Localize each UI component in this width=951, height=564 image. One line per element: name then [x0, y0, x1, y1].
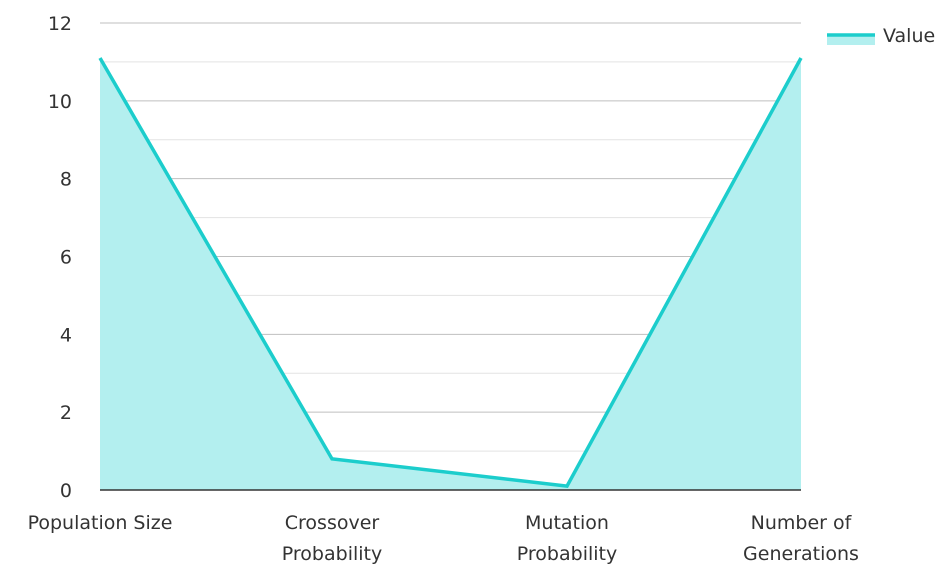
x-axis: Population Size Crossover ProbabilityMutat…	[28, 489, 859, 564]
x-tick-label-line: Population Size	[28, 512, 173, 534]
x-tick-label-line: Generations	[743, 543, 859, 564]
x-tick-label-line: Probability	[282, 543, 382, 564]
x-tick-label: Population Size	[28, 512, 173, 534]
x-tick-label-line: Crossover	[285, 512, 380, 534]
y-tick-label: 6	[60, 247, 72, 269]
legend-swatch-fill	[827, 35, 875, 45]
legend: Value	[827, 25, 935, 47]
y-axis: 0 2 4 6 8 10 12	[48, 13, 72, 502]
x-tick-label-line: Number of	[751, 512, 853, 534]
x-tick-label: Crossover Probability	[282, 512, 382, 564]
y-tick-label: 8	[60, 169, 72, 191]
y-tick-label: 10	[48, 91, 72, 113]
y-tick-label: 4	[60, 324, 72, 346]
legend-label-value: Value	[883, 25, 935, 47]
x-tick-label: Mutation Probability	[517, 512, 617, 564]
plot-area	[98, 57, 803, 491]
y-tick-label: 2	[60, 402, 72, 424]
series-area-value	[100, 58, 801, 491]
x-tick-label-line: Probability	[517, 543, 617, 564]
y-tick-label: 0	[60, 480, 72, 502]
y-tick-label: 12	[48, 13, 72, 35]
x-tick-label: Number of Generations	[743, 512, 859, 564]
series-line-value	[98, 57, 803, 488]
x-tick-label-line: Mutation	[525, 512, 609, 534]
